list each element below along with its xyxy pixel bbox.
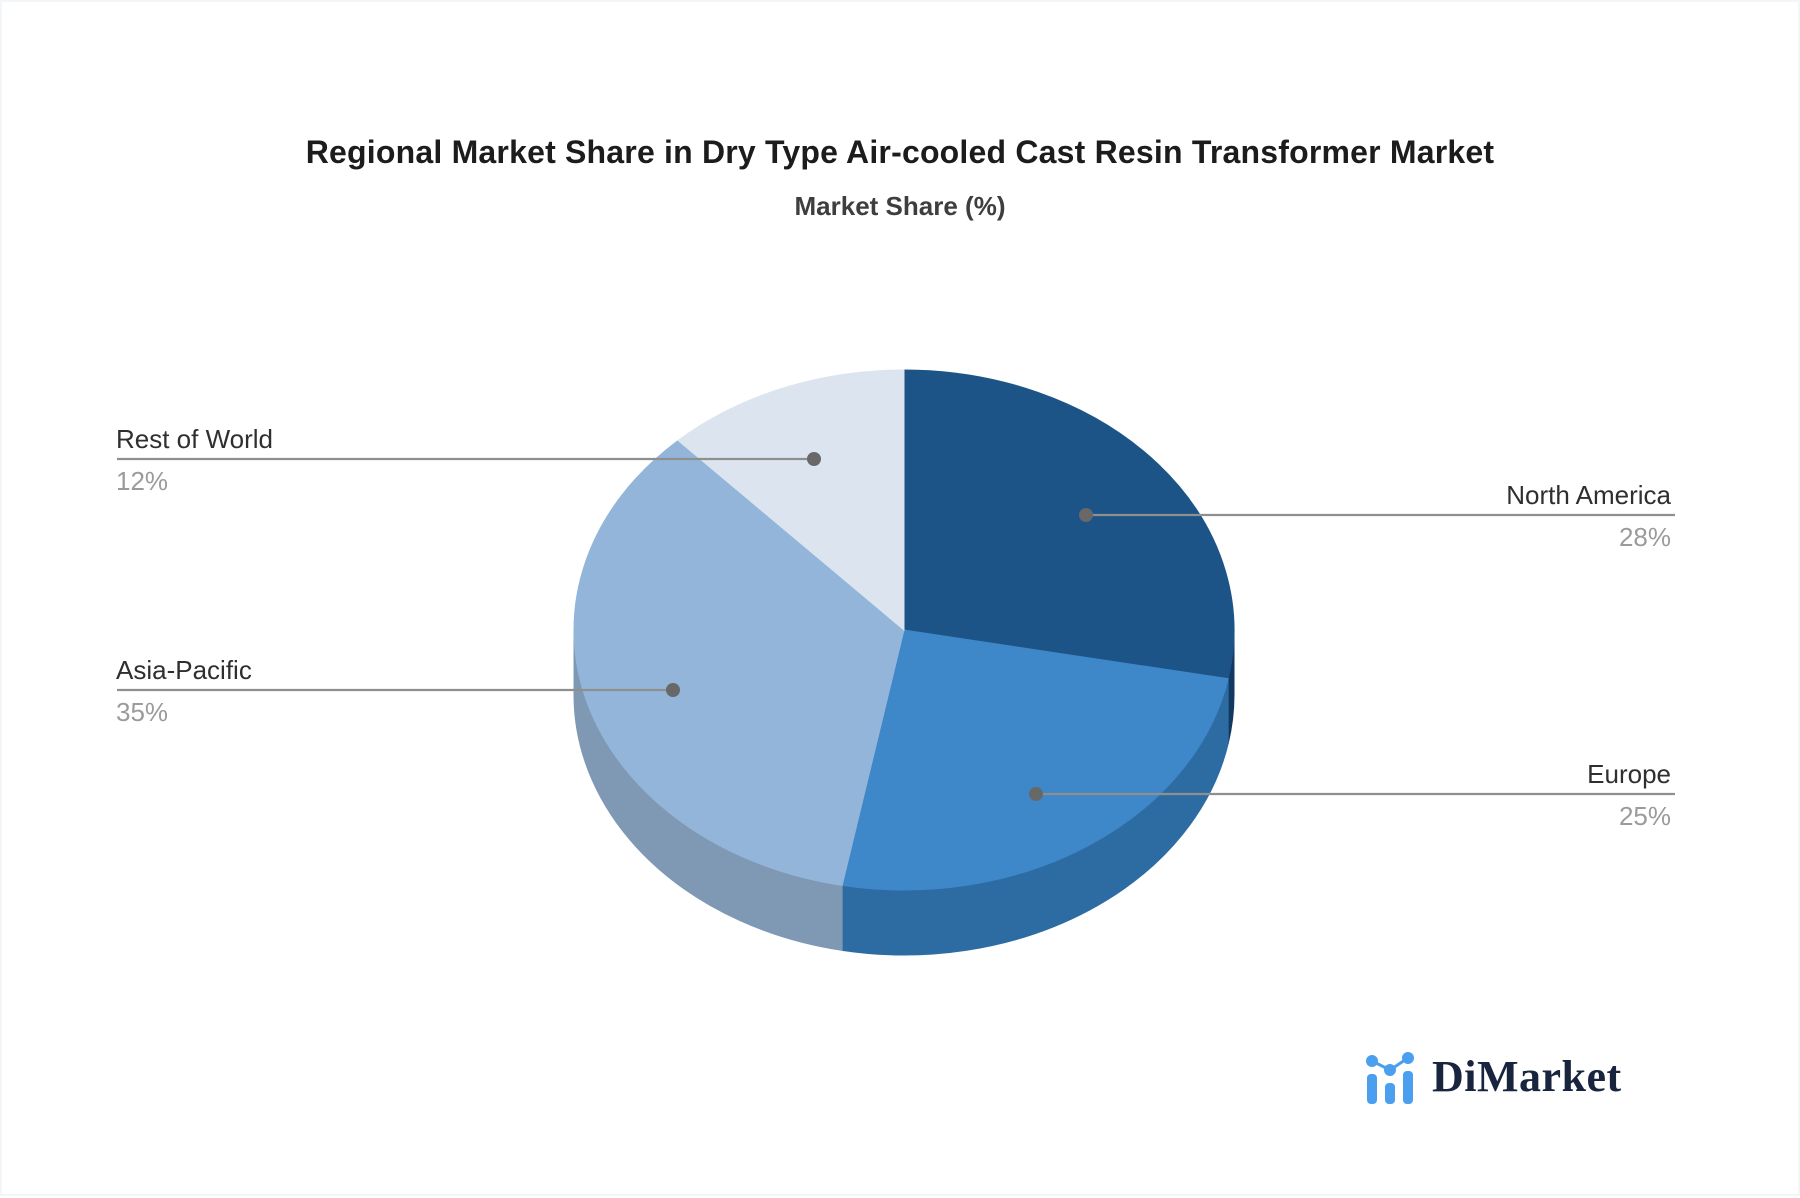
label-north-america: North America 28%	[1071, 479, 1671, 554]
label-north-america-name: North America	[1506, 480, 1671, 510]
pie-slice-asia-pacific[interactable]	[573, 439, 905, 886]
pie-slice-rest-of-world[interactable]	[677, 369, 905, 632]
callout-dot-europe	[1029, 787, 1043, 801]
label-north-america-pct: 28%	[1618, 522, 1671, 552]
label-europe-pct: 25%	[1618, 801, 1671, 831]
chart-title: Regional Market Share in Dry Type Air-co…	[305, 134, 1495, 170]
label-asia-pacific-pct: 35%	[116, 697, 169, 727]
label-rest-of-world-pct: 12%	[116, 466, 169, 496]
callout-dot-rest-of-world	[807, 452, 821, 466]
callout-dot-north-america	[1079, 508, 1093, 522]
callout-dot-asia-pacific	[666, 683, 680, 697]
label-asia-pacific: Asia-Pacific 35%	[116, 654, 716, 729]
bar-chart-trend-icon	[1366, 1052, 1414, 1104]
label-europe: Europe 25%	[1071, 758, 1671, 833]
pie-slice-north-america[interactable]	[903, 369, 1235, 680]
label-europe-name: Europe	[1587, 759, 1671, 789]
label-asia-pacific-name: Asia-Pacific	[116, 655, 252, 685]
label-rest-of-world-name: Rest of World	[116, 424, 274, 454]
chart-subtitle: Market Share (%)	[794, 191, 1006, 221]
dimarket-logo-text: DiMarket	[1432, 1051, 1622, 1101]
pie-slice-europe[interactable]	[841, 629, 1229, 891]
label-rest-of-world: Rest of World 12%	[116, 423, 716, 498]
dimarket-logo: DiMarket	[1362, 1044, 1622, 1108]
